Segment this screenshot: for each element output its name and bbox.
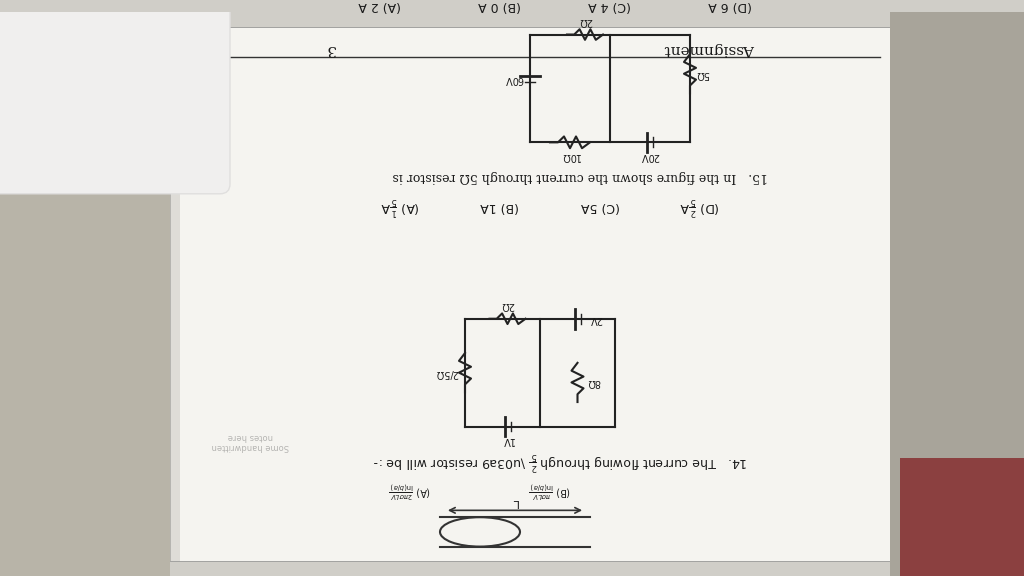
Text: (C) 5A: (C) 5A [581, 199, 620, 213]
Text: (B) 1A: (B) 1A [480, 199, 519, 213]
FancyBboxPatch shape [165, 27, 180, 561]
Text: 2Ω: 2Ω [501, 300, 514, 310]
Text: Assignment: Assignment [665, 42, 755, 56]
Text: (C) 4 A: (C) 4 A [589, 0, 632, 12]
Text: 60V: 60V [505, 74, 523, 84]
Text: 2V: 2V [589, 314, 602, 324]
Text: 14.   The current flowing through $\frac{2}{5}$ \u03a9 resistor will be :-: 14. The current flowing through $\frac{2… [373, 450, 748, 472]
FancyBboxPatch shape [900, 458, 1024, 576]
FancyBboxPatch shape [0, 12, 170, 576]
Text: 1V: 1V [501, 435, 514, 445]
Text: 2Ω: 2Ω [579, 16, 592, 26]
Text: Some handwritten
notes here: Some handwritten notes here [211, 431, 289, 451]
Text: 20V: 20V [640, 151, 659, 161]
Text: 10Ω: 10Ω [560, 151, 580, 161]
FancyBboxPatch shape [0, 2, 230, 194]
Text: (A) 2 A: (A) 2 A [358, 0, 401, 12]
Text: (B) 0 A: (B) 0 A [478, 0, 521, 12]
Text: (A) $\frac{2\pi\sigma LV}{\ln(b/a)}$: (A) $\frac{2\pi\sigma LV}{\ln(b/a)}$ [389, 480, 431, 500]
Text: 8Ω: 8Ω [587, 377, 600, 388]
Text: (D) 6 A: (D) 6 A [709, 0, 752, 12]
Text: 3: 3 [326, 42, 335, 56]
Text: 15.   In the figure shown the current through 5Ω resistor is: 15. In the figure shown the current thro… [392, 170, 768, 183]
FancyBboxPatch shape [170, 27, 890, 561]
Text: 5Ω: 5Ω [695, 69, 709, 79]
Text: (B) $\frac{\pi\sigma LV}{\ln(b/a)}$: (B) $\frac{\pi\sigma LV}{\ln(b/a)}$ [529, 480, 570, 500]
Text: 2/5Ω: 2/5Ω [435, 367, 459, 378]
Text: L: L [512, 498, 518, 507]
FancyBboxPatch shape [890, 12, 1024, 576]
Text: (A) $\frac{1}{5}$A: (A) $\frac{1}{5}$A [380, 195, 420, 217]
Text: (D) $\frac{2}{5}$A: (D) $\frac{2}{5}$A [680, 195, 721, 217]
